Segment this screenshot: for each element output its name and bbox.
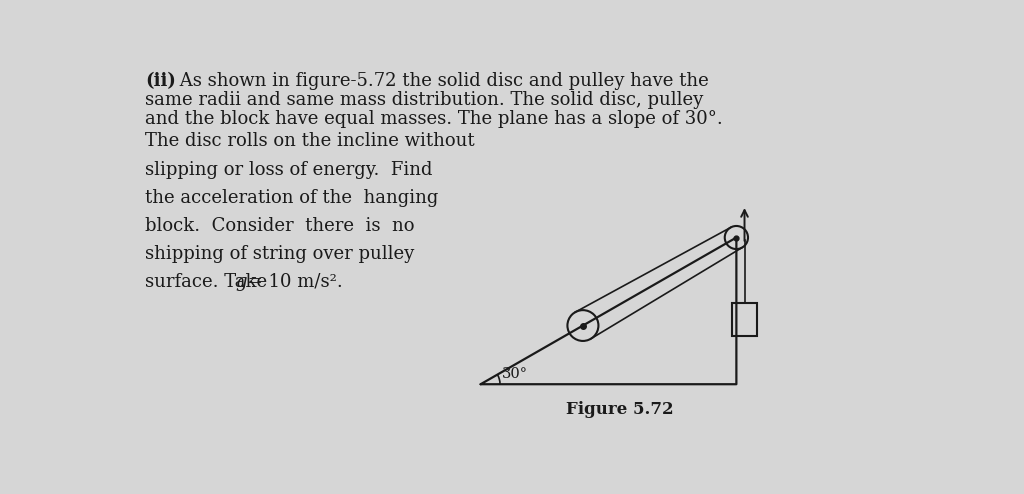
Bar [732,303,757,336]
Text: shipping of string over pulley: shipping of string over pulley [145,245,415,263]
Text: block.  Consider  there  is  no: block. Consider there is no [145,217,415,235]
Text: = 10 m/s².: = 10 m/s². [242,273,343,291]
Text: same radii and same mass distribution. The solid disc, pulley: same radii and same mass distribution. T… [145,91,703,109]
Text: (ii): (ii) [145,72,176,89]
Text: 30°: 30° [503,367,528,381]
Text: and the block have equal masses. The plane has a slope of 30°.: and the block have equal masses. The pla… [145,110,723,128]
Text: surface. Take: surface. Take [145,273,273,291]
Text: g: g [236,273,247,291]
Text: slipping or loss of energy.  Find: slipping or loss of energy. Find [145,161,432,178]
Text: the acceleration of the  hanging: the acceleration of the hanging [145,189,438,206]
Text: As shown in figure-5.72 the solid disc and pulley have the: As shown in figure-5.72 the solid disc a… [174,72,710,89]
Text: Figure 5.72: Figure 5.72 [566,401,674,418]
Text: The disc rolls on the incline without: The disc rolls on the incline without [145,132,475,151]
